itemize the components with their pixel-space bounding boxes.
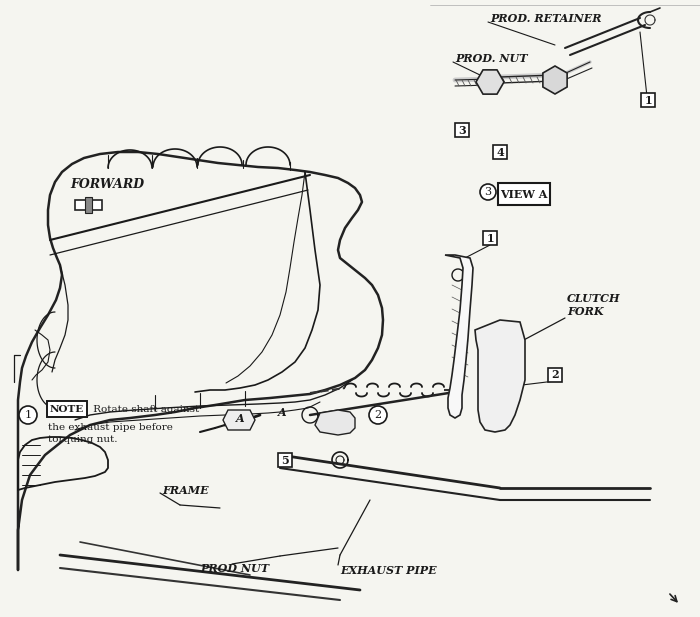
Text: PROD NUT: PROD NUT — [200, 563, 269, 573]
FancyBboxPatch shape — [455, 123, 469, 137]
Polygon shape — [445, 255, 473, 418]
Text: FORWARD: FORWARD — [70, 178, 144, 191]
Text: CLUTCH
FORK: CLUTCH FORK — [567, 293, 620, 317]
Polygon shape — [85, 197, 92, 213]
Text: A: A — [278, 407, 286, 418]
Polygon shape — [476, 70, 504, 94]
FancyBboxPatch shape — [498, 183, 550, 205]
Polygon shape — [87, 200, 102, 210]
FancyBboxPatch shape — [548, 368, 562, 382]
Polygon shape — [543, 66, 567, 94]
Text: 1: 1 — [644, 94, 652, 106]
Text: NOTE: NOTE — [50, 405, 84, 413]
Text: 1: 1 — [486, 233, 493, 244]
Text: the exhaust pipe before: the exhaust pipe before — [48, 423, 173, 431]
Text: 1: 1 — [25, 410, 32, 420]
FancyBboxPatch shape — [47, 401, 87, 417]
Text: 4: 4 — [496, 146, 504, 157]
Polygon shape — [75, 200, 90, 210]
FancyBboxPatch shape — [493, 145, 507, 159]
Circle shape — [369, 406, 387, 424]
Polygon shape — [223, 410, 255, 430]
Text: torquing nut.: torquing nut. — [48, 436, 118, 444]
FancyBboxPatch shape — [278, 453, 292, 467]
Circle shape — [19, 406, 37, 424]
Text: FRAME: FRAME — [162, 484, 209, 495]
Circle shape — [480, 184, 496, 200]
FancyBboxPatch shape — [641, 93, 655, 107]
Text: 3: 3 — [458, 125, 466, 136]
Text: EXHAUST PIPE: EXHAUST PIPE — [340, 565, 437, 576]
FancyBboxPatch shape — [483, 231, 497, 245]
Text: PROD. RETAINER: PROD. RETAINER — [490, 12, 601, 23]
Text: VIEW A: VIEW A — [500, 189, 547, 199]
Polygon shape — [315, 410, 355, 435]
Text: 2: 2 — [551, 370, 559, 381]
Text: A: A — [236, 413, 244, 423]
Polygon shape — [475, 320, 525, 432]
Text: 3: 3 — [484, 187, 491, 197]
Text: PROD. NUT: PROD. NUT — [455, 52, 528, 64]
Text: Rotate shaft against: Rotate shaft against — [90, 405, 199, 415]
Text: 2: 2 — [374, 410, 382, 420]
Text: 5: 5 — [281, 455, 289, 465]
